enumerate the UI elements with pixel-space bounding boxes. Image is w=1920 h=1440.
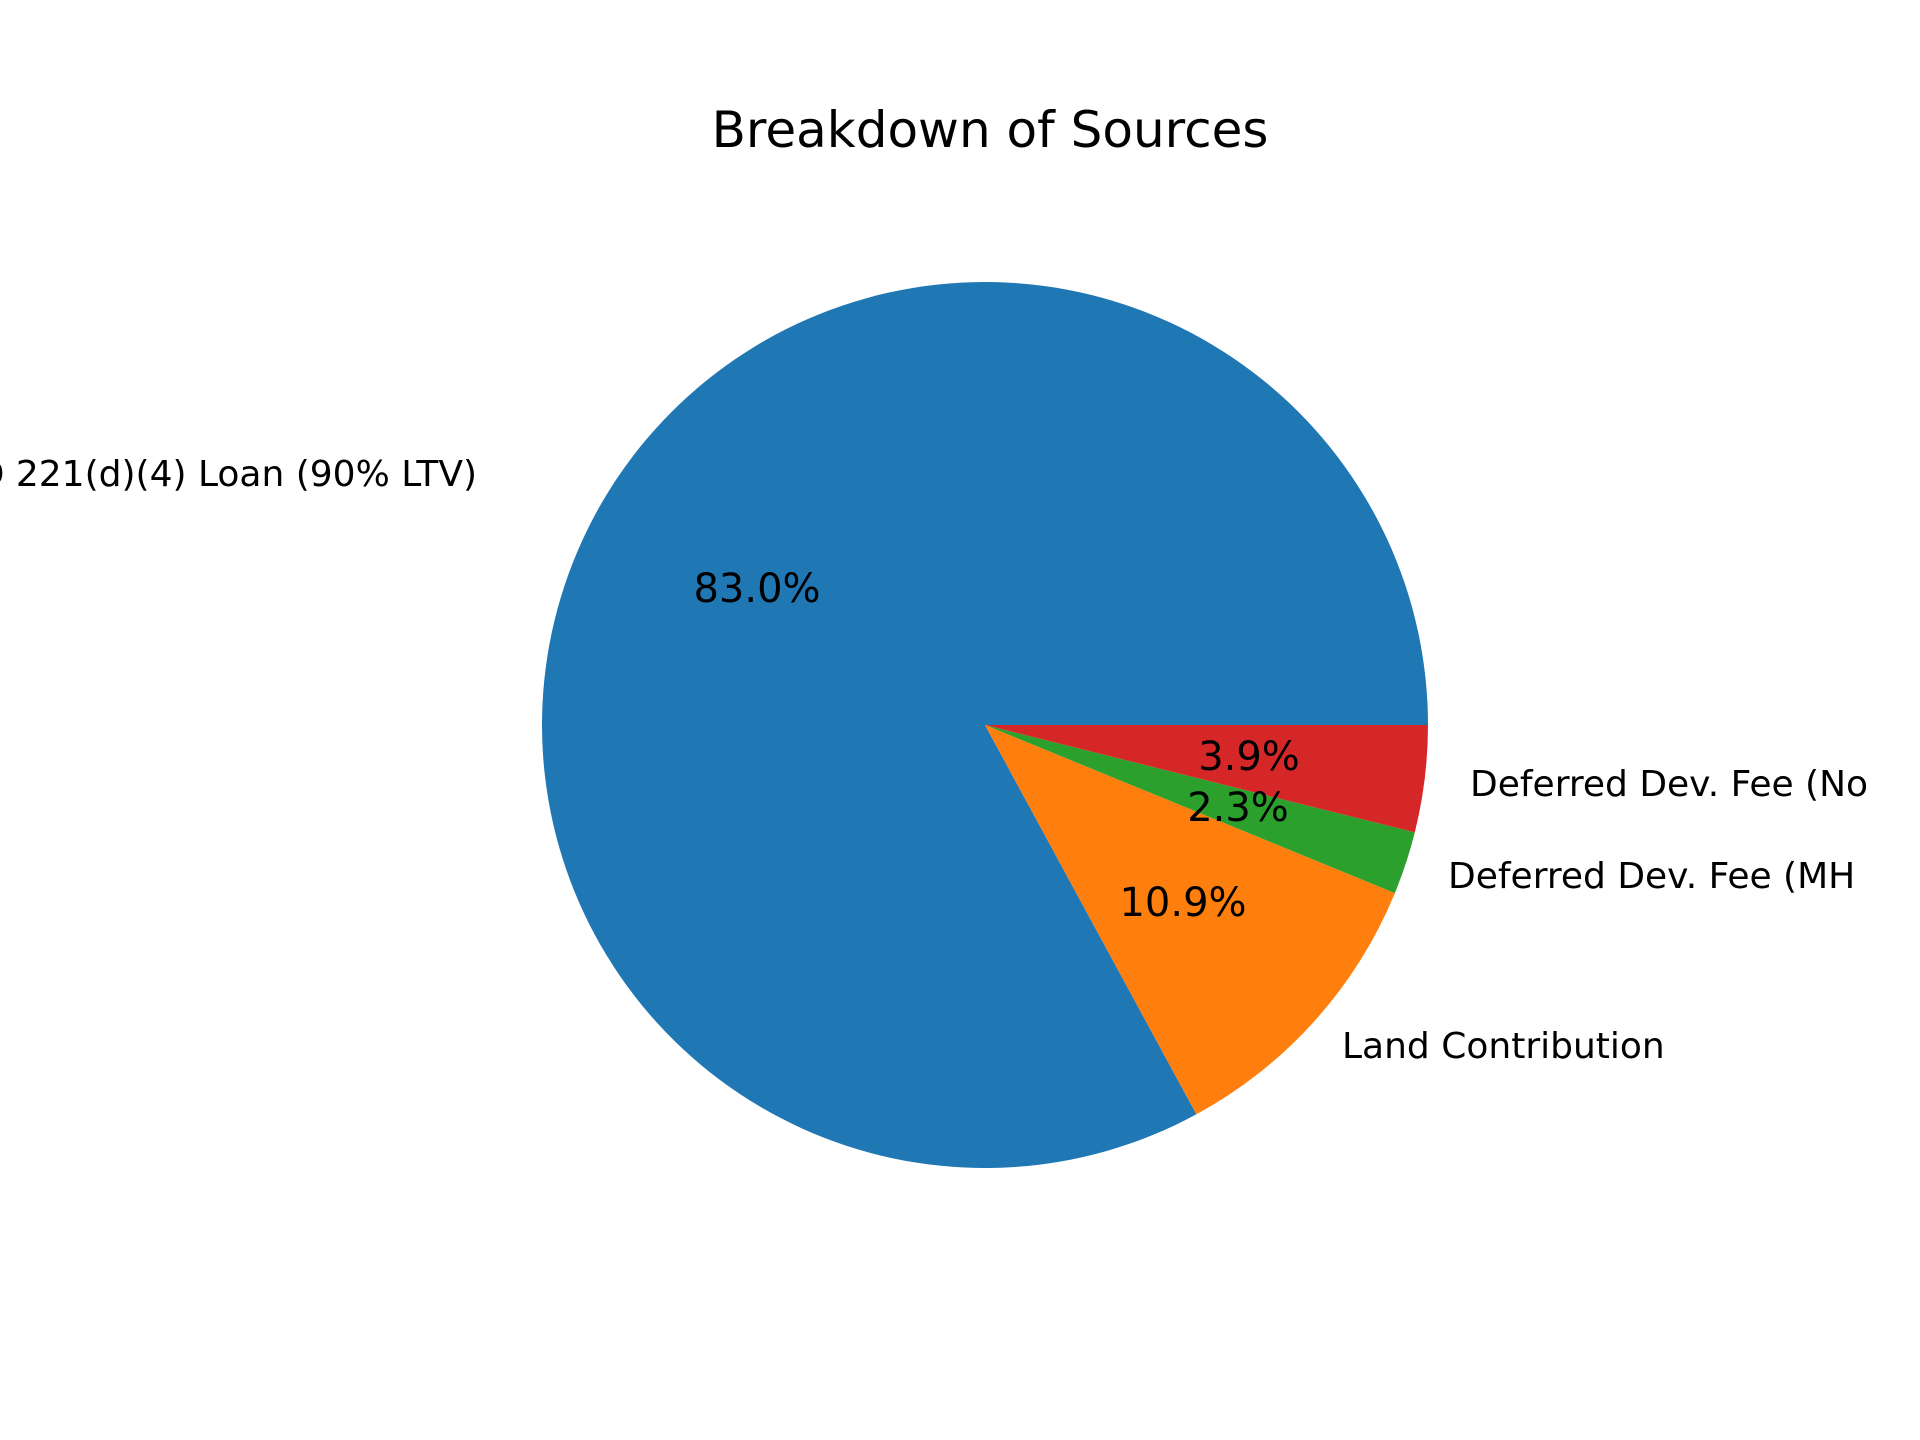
slice-label-deferred-dev-fee-no: Deferred Dev. Fee (No: [1470, 764, 1869, 805]
slice-label-land-contribution: Land Contribution: [1342, 1026, 1665, 1067]
percent-label-2: 2.3%: [1187, 785, 1289, 831]
pie-slice-0: [542, 281, 1428, 1168]
chart-title: Breakdown of Sources: [711, 101, 1269, 159]
percent-label-0: 83.0%: [693, 566, 821, 612]
pie-slice-2: [985, 725, 1415, 894]
percent-label-3: 3.9%: [1198, 734, 1300, 780]
percent-label-1: 10.9%: [1119, 880, 1247, 926]
slice-label-hud-loan: D 221(d)(4) Loan (90% LTV): [0, 454, 477, 495]
pie-slice-3: [985, 725, 1428, 833]
slice-label-deferred-dev-fee-mh: Deferred Dev. Fee (MH: [1448, 856, 1856, 897]
pie-slice-1: [985, 725, 1395, 1115]
